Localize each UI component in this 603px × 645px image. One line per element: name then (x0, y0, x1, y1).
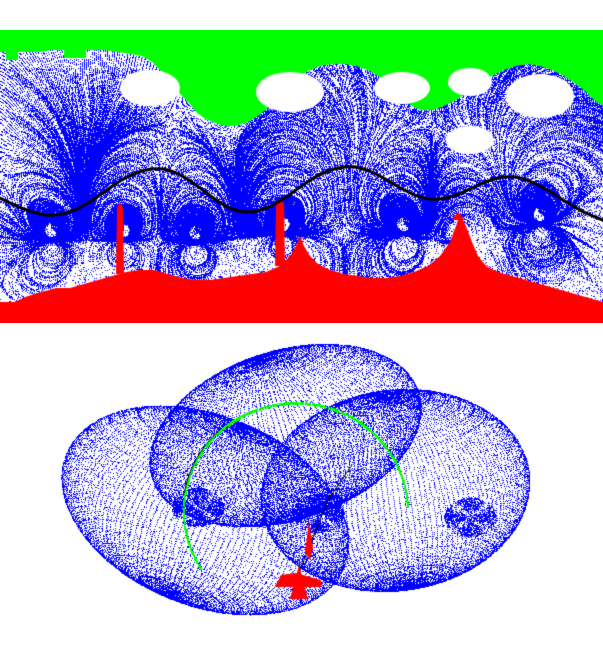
three-d-flux-canvas (0, 325, 603, 645)
cartesian-field-canvas (0, 30, 603, 323)
panel-cartesian-field-map (0, 30, 603, 323)
panel-three-d-flux-surface (0, 325, 603, 645)
